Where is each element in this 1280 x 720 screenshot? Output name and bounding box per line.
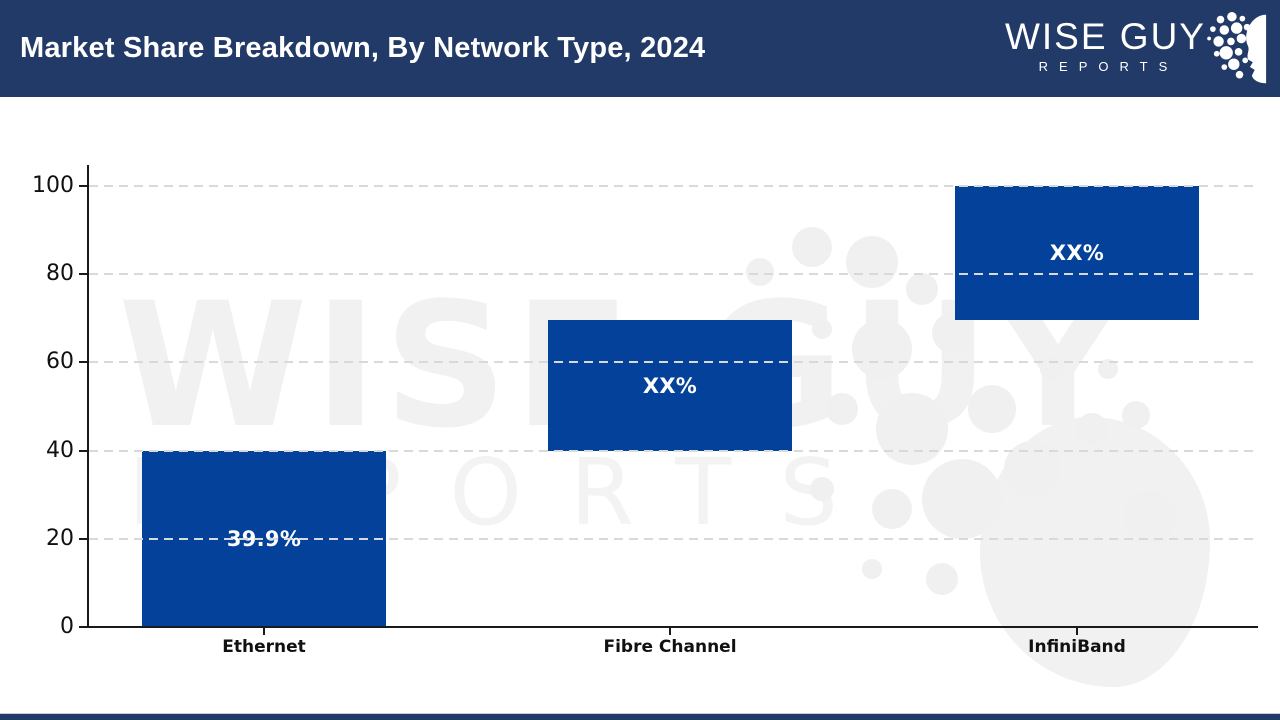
watermark-dot [1098, 359, 1118, 379]
y-tick-mark [79, 626, 87, 628]
x-tick-mark [1076, 628, 1078, 635]
category-label: InfiniBand [1028, 637, 1126, 657]
x-tick-mark [669, 628, 671, 635]
watermark-dot [852, 319, 912, 379]
x-axis-line [87, 626, 1258, 628]
watermark-dot [1040, 357, 1064, 381]
brand-logo: WISE GUY REPORTS [1005, 10, 1268, 92]
gridline [89, 185, 1258, 187]
gridline [89, 273, 1258, 276]
watermark-dot [746, 258, 774, 286]
y-tick-label: 60 [46, 349, 74, 375]
y-tick-label: 100 [32, 173, 74, 198]
bar-value-label: XX% [1049, 241, 1105, 266]
watermark-dot [906, 273, 938, 305]
y-tick-label: 20 [46, 525, 74, 551]
y-tick-label: 80 [46, 261, 74, 287]
chart-area: WISE GUY REPORTS 39.9% XX% XX% 0 20 40 60 80 10… [0, 97, 1280, 713]
brand-wordmark-line2: REPORTS [1038, 59, 1179, 74]
brand-wordmark: WISE GUY REPORTS [1004, 16, 1206, 75]
gridline [89, 361, 1258, 364]
watermark-dot [810, 477, 834, 501]
bar-segment: XX% [955, 186, 1199, 321]
watermark-dot [926, 563, 958, 595]
watermark-dot [1124, 491, 1176, 543]
watermark-dot [968, 385, 1016, 433]
y-tick-mark [79, 273, 87, 276]
y-tick-mark [79, 185, 87, 187]
bar-segment: XX% [548, 320, 792, 452]
category-label: Ethernet [222, 637, 306, 657]
watermark-dot [862, 559, 882, 579]
y-tick-mark [79, 537, 87, 540]
watermark-dot [872, 489, 912, 529]
watermark-dot [792, 227, 832, 267]
footer-bar [0, 713, 1280, 720]
y-tick-label: 0 [60, 614, 74, 639]
y-tick-mark [79, 449, 87, 452]
header-bar: Market Share Breakdown, By Network Type,… [0, 0, 1280, 97]
gridline [89, 537, 1258, 540]
y-tick-label: 40 [46, 437, 74, 463]
gridline [89, 449, 1258, 452]
bar-value-label: XX% [642, 373, 698, 398]
page-title: Market Share Breakdown, By Network Type,… [20, 32, 706, 64]
brand-wordmark-line1: WISE GUY [1004, 16, 1206, 57]
y-tick-mark [79, 361, 87, 364]
dotted-head-logo-icon [1192, 10, 1268, 92]
watermark-dot [812, 319, 832, 339]
watermark-dot [922, 459, 1002, 539]
watermark-dot [826, 393, 858, 425]
x-tick-mark [263, 628, 265, 635]
category-label: Fibre Channel [603, 637, 737, 657]
y-axis-line [87, 165, 89, 627]
watermark-dot [846, 236, 898, 288]
watermark-dot [876, 393, 948, 465]
watermark-dot [1076, 413, 1108, 445]
watermark-dot [1122, 401, 1150, 429]
